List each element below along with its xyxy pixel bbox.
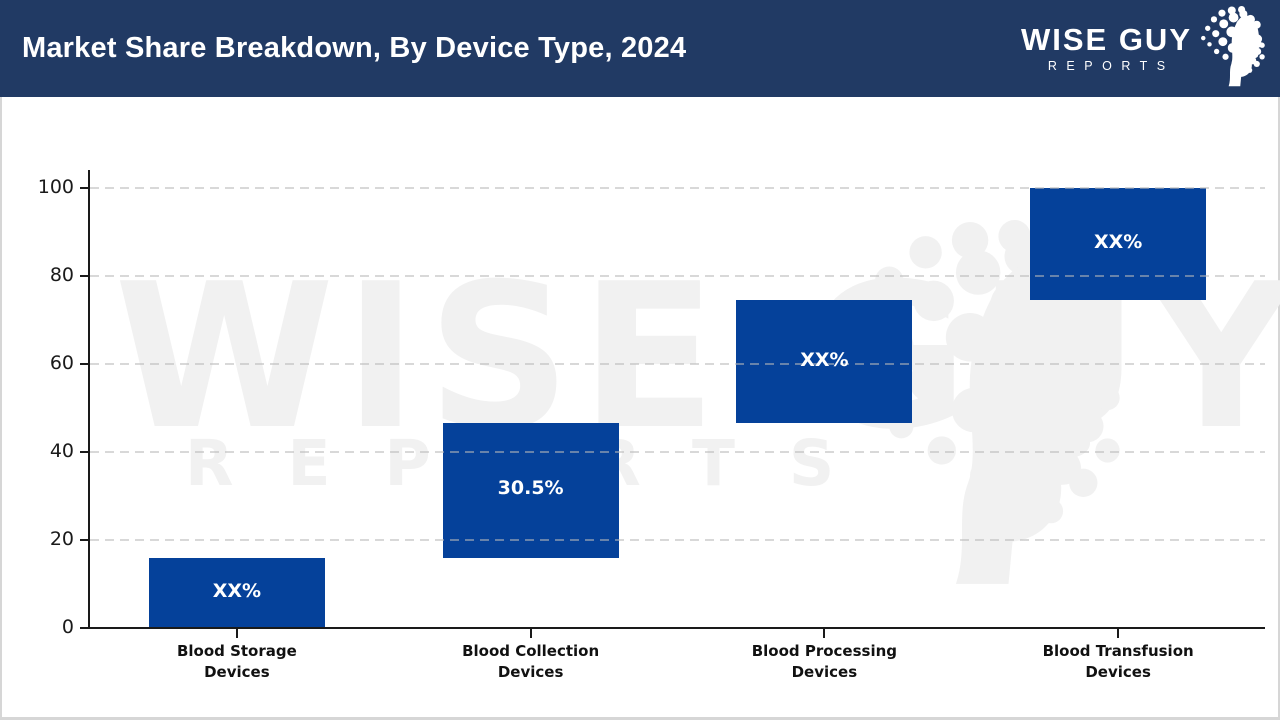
y-tick-label: 20 (49, 527, 74, 550)
x-category-label: Blood Collection Devices (462, 642, 600, 681)
y-tick-label: 40 (49, 439, 74, 462)
y-tick-mark (80, 538, 89, 541)
x-tick-mark (823, 629, 826, 638)
x-tick-mark (235, 629, 238, 638)
brand-subname: REPORTS (1047, 58, 1175, 73)
y-tick-mark (80, 274, 89, 277)
header-bar: Market Share Breakdown, By Device Type, … (0, 0, 1280, 97)
y-tick-mark (80, 186, 89, 189)
x-tick-mark (529, 629, 532, 638)
x-tick-mark (1117, 629, 1120, 638)
gridline (90, 538, 1265, 541)
y-tick-mark (80, 362, 89, 365)
page-title: Market Share Breakdown, By Device Type, … (22, 32, 687, 64)
gridline (90, 362, 1265, 365)
y-tick-label: 80 (49, 263, 74, 286)
y-tick-mark (80, 627, 89, 629)
gridline (90, 186, 1265, 189)
y-tick-label: 0 (61, 616, 74, 638)
waterfall-bar (1030, 187, 1207, 300)
bar-value-label: XX% (212, 579, 262, 602)
bar-value-label: XX% (800, 348, 849, 371)
bar-value-label: XX% (1093, 230, 1143, 253)
x-category-label: Blood Transfusion Devices (1042, 642, 1194, 681)
y-tick-mark (80, 450, 89, 453)
brand-logo-text: WISE GUY REPORTS (1021, 24, 1192, 73)
y-axis-line (88, 170, 90, 629)
brand-name: WISE GUY (1020, 22, 1192, 58)
y-tick-label: 60 (49, 351, 74, 374)
bar-value-label: 30.5% (497, 477, 564, 500)
waterfall-bar (442, 423, 619, 558)
watermark-face-profile-dots-icon (757, 220, 1167, 596)
brand-logo: WISE GUY REPORTS (1021, 5, 1266, 92)
x-category-label: Blood Storage Devices (176, 642, 297, 681)
y-tick-label: 100 (37, 175, 74, 198)
gridline (90, 450, 1265, 453)
face-profile-dots-icon (1194, 5, 1266, 92)
x-axis-line (88, 627, 1265, 629)
x-category-label: Blood Processing Devices (751, 642, 898, 681)
gridline (90, 274, 1265, 277)
waterfall-bar (148, 557, 325, 628)
waterfall-bar (736, 299, 913, 424)
